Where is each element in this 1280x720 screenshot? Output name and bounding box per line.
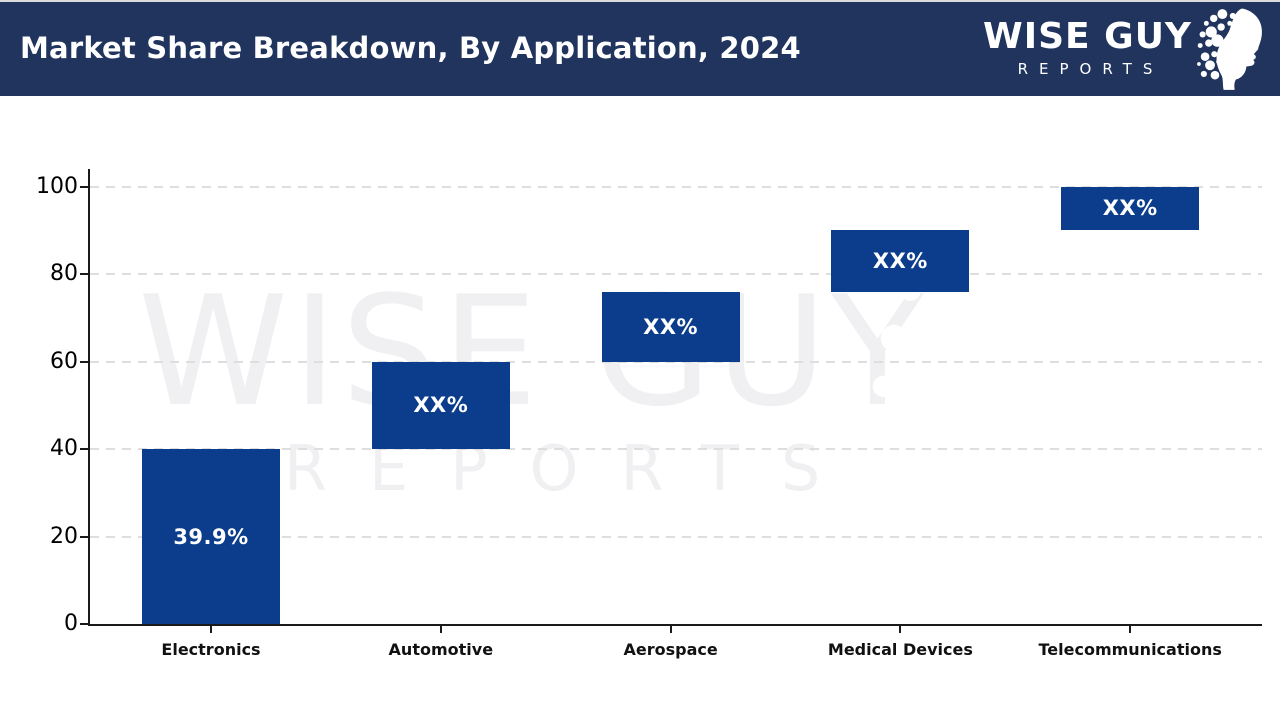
y-axis-line bbox=[88, 169, 90, 626]
x-tick-label: Medical Devices bbox=[827, 640, 973, 659]
logo-text: WISE GUY REPORTS bbox=[982, 15, 1192, 78]
y-tick-mark bbox=[80, 273, 88, 275]
header-bar: Market Share Breakdown, By Application, … bbox=[0, 0, 1280, 96]
gridline bbox=[90, 273, 1262, 275]
y-tick-mark bbox=[80, 448, 88, 450]
gridline bbox=[90, 448, 1262, 450]
y-tick-label: 60 bbox=[50, 348, 78, 374]
y-tick-mark bbox=[80, 535, 88, 538]
bar-value-label: 39.9% bbox=[173, 524, 249, 549]
y-tick-mark bbox=[80, 360, 88, 363]
gridline bbox=[90, 185, 1262, 188]
bar-value-label: XX% bbox=[643, 314, 699, 339]
y-tick-label: 20 bbox=[50, 523, 78, 549]
chart-title: Market Share Breakdown, By Application, … bbox=[20, 31, 801, 65]
x-tick-mark bbox=[669, 626, 672, 633]
bar-value-label: XX% bbox=[413, 393, 469, 418]
x-tick-mark bbox=[439, 626, 442, 633]
bar-aerospace: XX% bbox=[601, 291, 740, 362]
watermark-brand-text: WISE GUY bbox=[138, 263, 928, 440]
y-tick-mark bbox=[80, 185, 88, 188]
x-tick-label: Telecommunications bbox=[1038, 640, 1222, 659]
logo-brand-text: WISE GUY bbox=[982, 15, 1192, 57]
x-tick-label: Automotive bbox=[388, 640, 494, 659]
wiseguy-logo: WISE GUY REPORTS bbox=[983, 4, 1268, 92]
y-tick-label: 100 bbox=[36, 173, 78, 199]
x-tick-mark bbox=[1129, 626, 1132, 633]
y-tick-mark bbox=[80, 623, 88, 625]
y-tick-label: 0 bbox=[64, 611, 78, 636]
page-bottom-border bbox=[0, 0, 1280, 2]
bar-value-label: XX% bbox=[872, 248, 928, 273]
y-tick-label: 80 bbox=[50, 261, 78, 286]
bar-electronics: 39.9% bbox=[142, 449, 280, 624]
bar-value-label: XX% bbox=[1102, 196, 1158, 221]
logo-sub-text: REPORTS bbox=[1017, 59, 1164, 78]
bar-automotive: XX% bbox=[371, 361, 510, 450]
gridline bbox=[90, 535, 1262, 538]
x-tick-label: Aerospace bbox=[623, 640, 718, 659]
x-tick-mark bbox=[210, 626, 212, 633]
y-tick-label: 40 bbox=[50, 436, 78, 461]
x-axis-line bbox=[88, 624, 1262, 626]
bar-telecommunications: XX% bbox=[1061, 186, 1200, 231]
x-tick-mark bbox=[899, 626, 902, 633]
gridline bbox=[90, 360, 1262, 363]
bar-medical-devices: XX% bbox=[831, 230, 970, 292]
face-dots-icon bbox=[1197, 8, 1262, 90]
x-tick-label: Electronics bbox=[161, 640, 261, 659]
